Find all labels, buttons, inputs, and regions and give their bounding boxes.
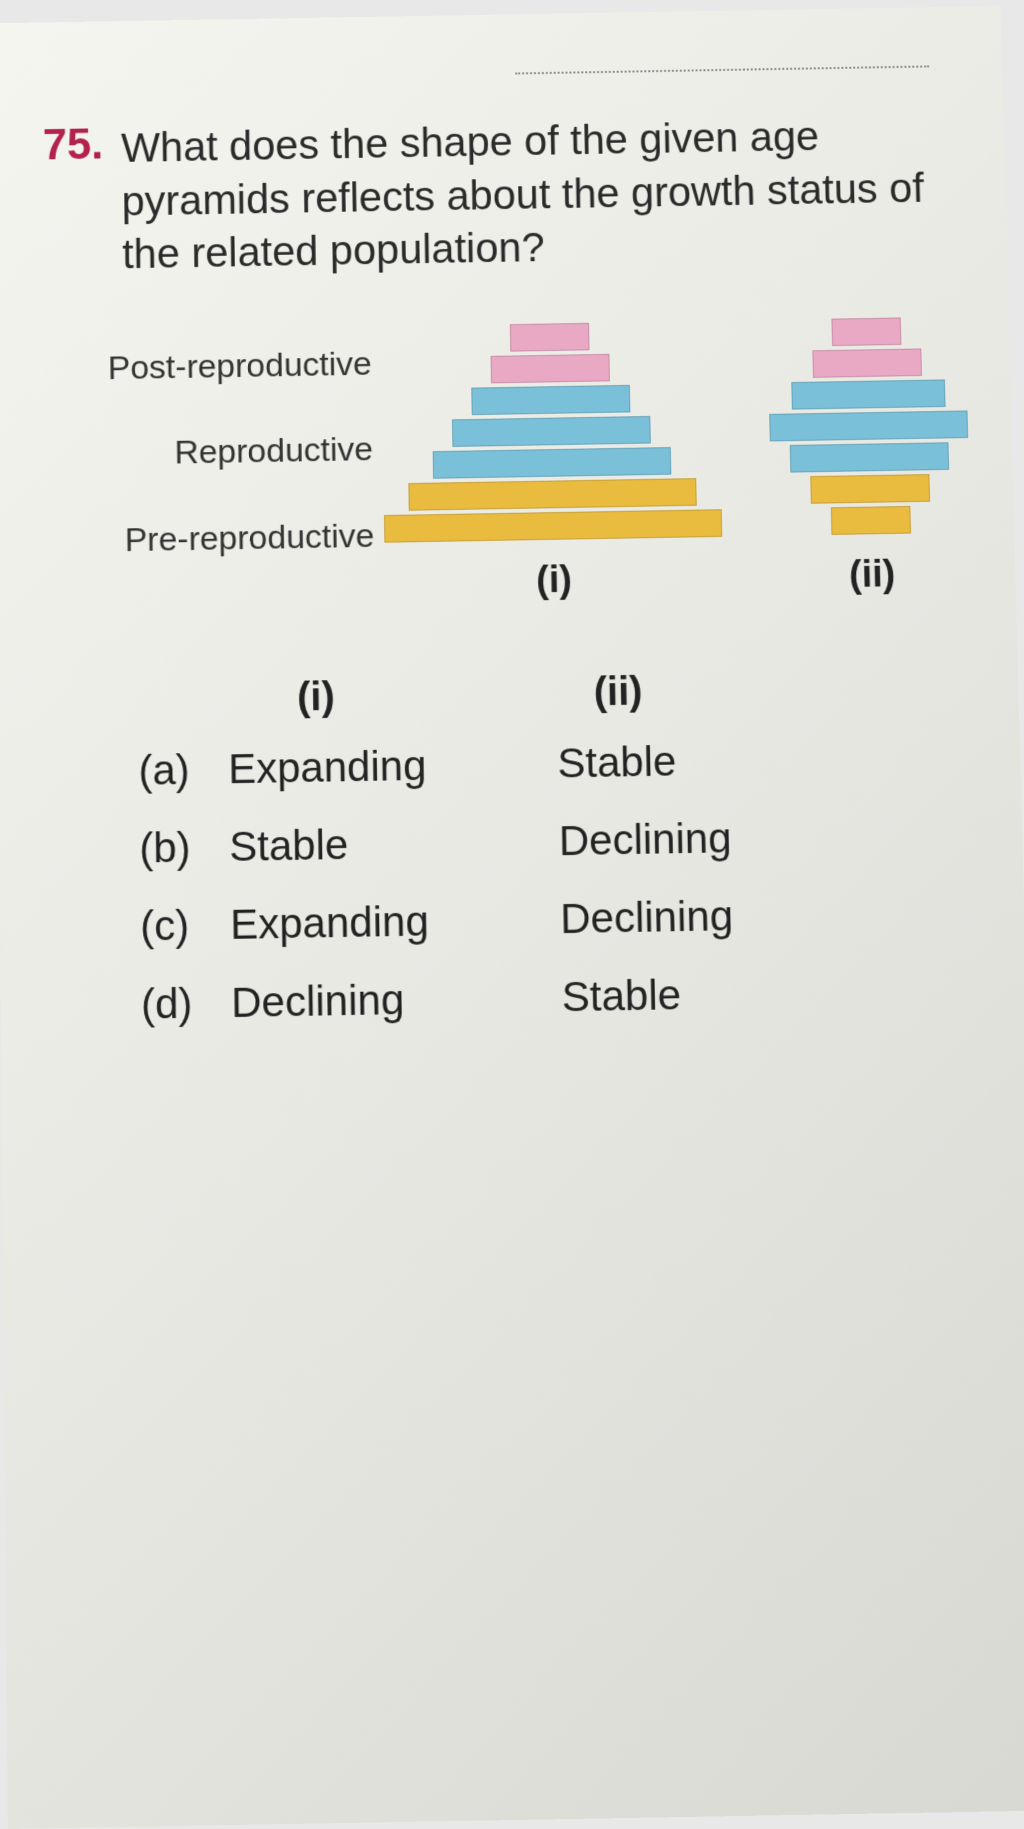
option-col-2: Declining [558,814,731,865]
option-row[interactable]: (b)StableDeclining [139,810,993,873]
divider-dotted [515,65,929,74]
question-number: 75. [43,120,104,170]
pyramid-bar [790,442,949,472]
pyramids-wrap: (i) (ii) [381,316,972,605]
pyramid-1-container: (i) [381,320,723,604]
question-block: 75. What does the shape of the given age… [43,105,978,283]
option-row[interactable]: (c)ExpandingDeclining [140,887,995,950]
age-labels: Post-reproductive Reproductive Pre-repro… [45,326,375,560]
pyramid-bar [769,410,968,441]
pyramid-bar [384,509,722,542]
pyramid-1-caption: (i) [536,559,572,602]
option-col-2: Declining [560,892,734,943]
header-col-2: (ii) [593,670,643,715]
option-col-2: Stable [561,971,681,1021]
label-pre-reproductive: Pre-reproductive [46,518,374,561]
pyramid-bar [791,379,945,409]
pyramid-2-container: (ii) [767,316,972,598]
pyramid-bar [831,317,901,346]
option-col-1: Expanding [228,740,558,793]
pyramid-bar [491,354,610,384]
option-letter: (a) [138,745,228,794]
option-letter: (c) [140,901,231,951]
pyramid-bar [408,478,696,511]
pyramid-bar [810,474,930,504]
options-list: (a)ExpandingStable(b)StableDeclining(c)E… [138,732,997,1028]
pyramid-bar [433,447,672,479]
pyramid-2-caption: (ii) [849,553,896,596]
label-reproductive: Reproductive [46,432,374,474]
pyramid-bar [831,506,911,535]
option-col-1: Stable [229,817,559,871]
option-row[interactable]: (a)ExpandingStable [138,732,991,795]
page: 75. What does the shape of the given age… [0,6,1024,1829]
pyramid-bar [510,323,590,352]
options-header: (i) (ii) [297,664,989,721]
pyramid-bar [452,416,651,447]
pyramid-bar [471,385,630,415]
options-block: (i) (ii) (a)ExpandingStable(b)StableDecl… [137,664,996,1029]
question-text: What does the shape of the given age pyr… [121,105,978,281]
option-row[interactable]: (d)DecliningStable [141,965,997,1028]
option-col-1: Expanding [230,895,561,949]
option-col-1: Declining [231,973,562,1027]
header-col-1: (i) [297,675,335,720]
pyramid-area: Post-reproductive Reproductive Pre-repro… [45,316,987,611]
option-col-2: Stable [557,737,677,787]
pyramid-1 [381,320,722,546]
label-post-reproductive: Post-reproductive [45,346,372,388]
option-letter: (b) [139,823,229,872]
option-letter: (d) [141,979,232,1029]
pyramid-2 [767,316,971,540]
pyramid-bar [812,348,922,377]
